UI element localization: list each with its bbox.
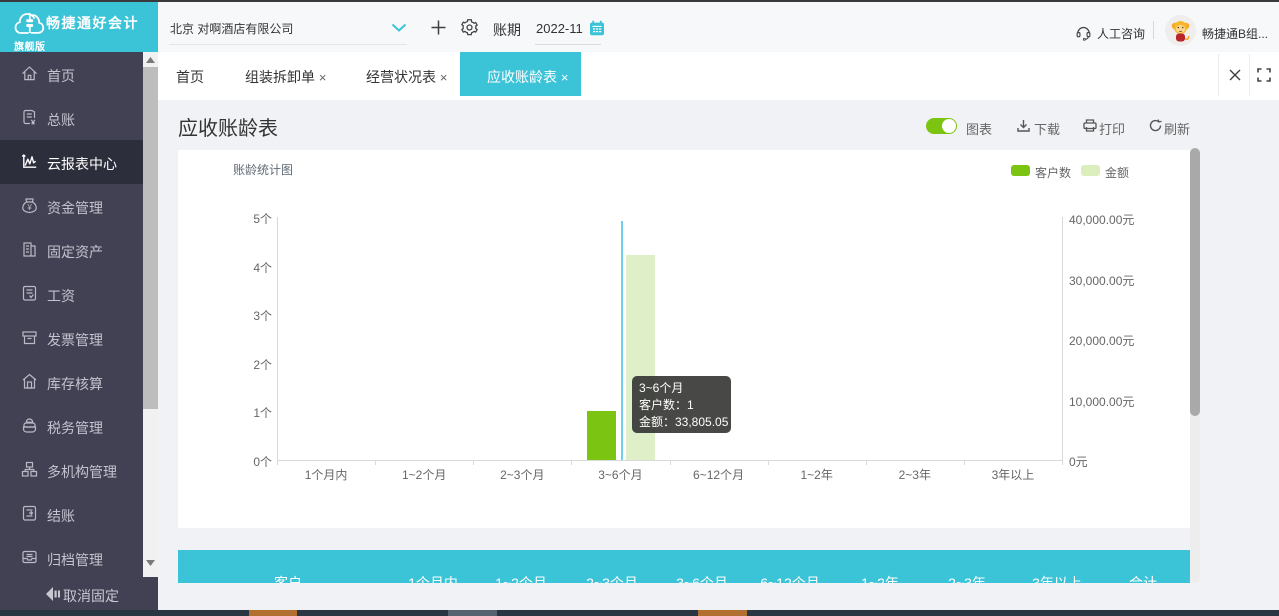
svg-text:¥: ¥ [26, 203, 32, 212]
